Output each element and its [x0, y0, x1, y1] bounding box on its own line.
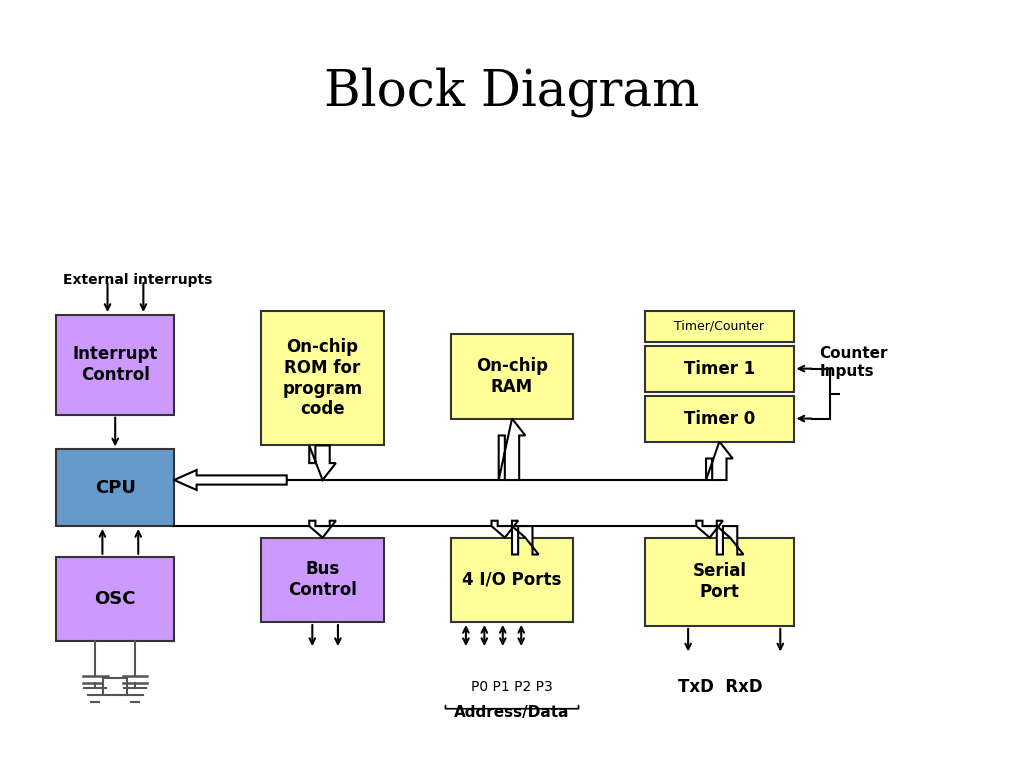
FancyBboxPatch shape — [645, 396, 794, 442]
Polygon shape — [696, 521, 723, 538]
FancyBboxPatch shape — [451, 334, 573, 419]
Polygon shape — [492, 521, 518, 538]
FancyBboxPatch shape — [261, 311, 384, 445]
FancyBboxPatch shape — [451, 538, 573, 622]
Text: On-chip
RAM: On-chip RAM — [476, 357, 548, 396]
FancyBboxPatch shape — [645, 311, 794, 342]
FancyBboxPatch shape — [56, 315, 174, 415]
Text: Timer 0: Timer 0 — [684, 409, 755, 428]
Text: Address/Data: Address/Data — [455, 705, 569, 720]
Text: Block Diagram: Block Diagram — [325, 67, 699, 118]
Polygon shape — [499, 419, 525, 480]
FancyBboxPatch shape — [261, 538, 384, 622]
Polygon shape — [707, 442, 733, 480]
FancyBboxPatch shape — [645, 538, 794, 626]
Polygon shape — [717, 526, 743, 554]
Text: P0 P1 P2 P3: P0 P1 P2 P3 — [471, 680, 553, 694]
Text: Bus
Control: Bus Control — [288, 561, 357, 599]
Text: Serial
Port: Serial Port — [692, 562, 746, 601]
Text: Timer/Counter: Timer/Counter — [675, 320, 764, 333]
Text: Counter
Inputs: Counter Inputs — [819, 346, 888, 379]
FancyBboxPatch shape — [645, 346, 794, 392]
Bar — [102, 678, 127, 695]
Text: External interrupts: External interrupts — [63, 273, 213, 287]
Text: TxD  RxD: TxD RxD — [678, 678, 762, 697]
Text: On-chip
ROM for
program
code: On-chip ROM for program code — [283, 338, 362, 419]
Polygon shape — [309, 521, 336, 538]
FancyBboxPatch shape — [56, 449, 174, 526]
Polygon shape — [309, 445, 336, 480]
Text: OSC: OSC — [94, 590, 136, 608]
Text: Interrupt
Control: Interrupt Control — [73, 346, 158, 384]
Text: CPU: CPU — [95, 478, 135, 497]
Polygon shape — [512, 526, 539, 554]
Text: Timer 1: Timer 1 — [684, 359, 755, 378]
FancyBboxPatch shape — [56, 557, 174, 641]
Text: 4 I/O Ports: 4 I/O Ports — [462, 571, 562, 589]
Polygon shape — [174, 470, 287, 490]
